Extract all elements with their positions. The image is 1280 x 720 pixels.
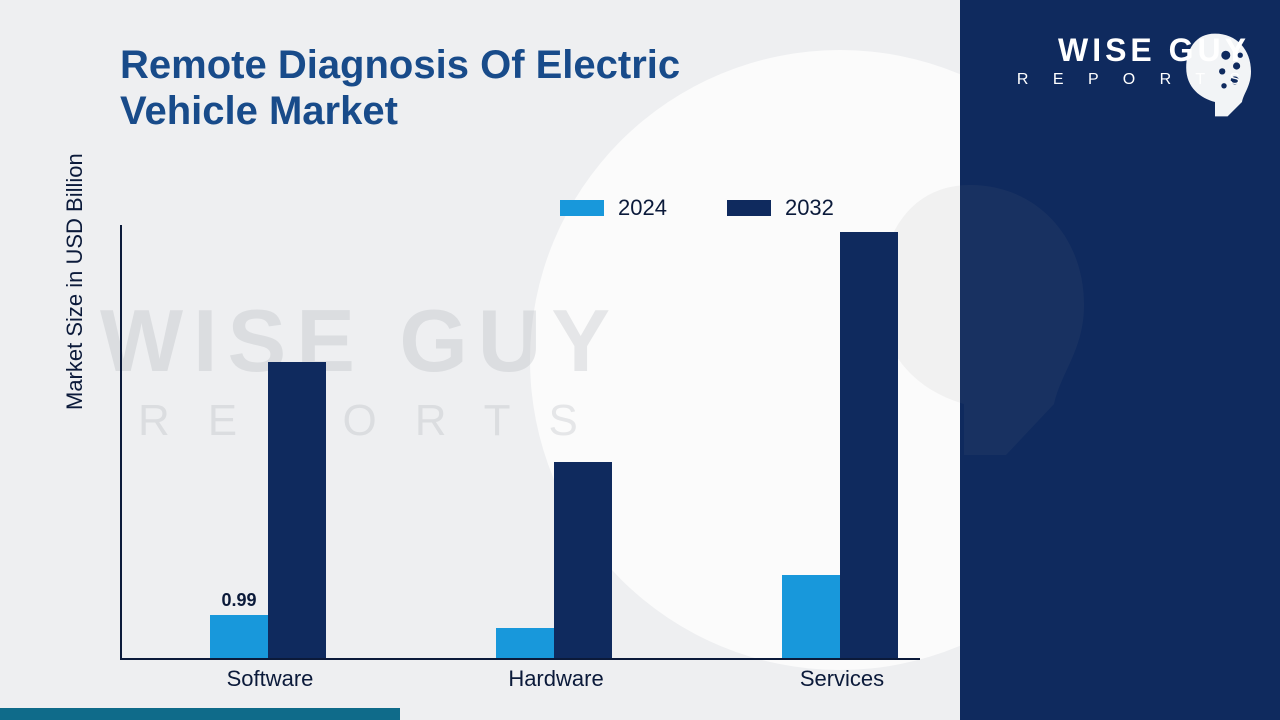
- legend-item-2024: 2024: [560, 195, 667, 221]
- bottom-accent-bar: [0, 708, 400, 720]
- chart-stage: WISE GUY REPORTS Remote Diagnosis Of Ele…: [0, 0, 1280, 720]
- legend-swatch-2032: [727, 200, 771, 216]
- legend-label-2032: 2032: [785, 195, 834, 221]
- legend-swatch-2024: [560, 200, 604, 216]
- bar-hardware-2024: [496, 628, 554, 658]
- plot-area: 0.99SoftwareHardwareServices: [120, 225, 920, 660]
- bar-software-2024: [210, 615, 268, 658]
- bar-software-2032: [268, 362, 326, 658]
- value-label-software-2024: 0.99: [210, 590, 268, 611]
- legend-label-2024: 2024: [618, 195, 667, 221]
- x-axis-line: [120, 658, 920, 660]
- y-axis-line: [120, 225, 122, 660]
- y-axis-label: Market Size in USD Billion: [62, 153, 88, 410]
- x-label-services: Services: [742, 666, 942, 692]
- x-label-software: Software: [170, 666, 370, 692]
- brand-logo-text: WISE GUY R E P O R T S: [990, 32, 1250, 89]
- brand-line1: WISE GUY: [990, 32, 1250, 69]
- brand-line2: R E P O R T S: [990, 71, 1250, 89]
- bar-services-2024: [782, 575, 840, 658]
- chart-title: Remote Diagnosis Of Electric Vehicle Mar…: [120, 42, 760, 134]
- legend: 2024 2032: [560, 195, 834, 221]
- x-label-hardware: Hardware: [456, 666, 656, 692]
- legend-item-2032: 2032: [727, 195, 834, 221]
- bar-hardware-2032: [554, 462, 612, 658]
- bar-services-2032: [840, 232, 898, 658]
